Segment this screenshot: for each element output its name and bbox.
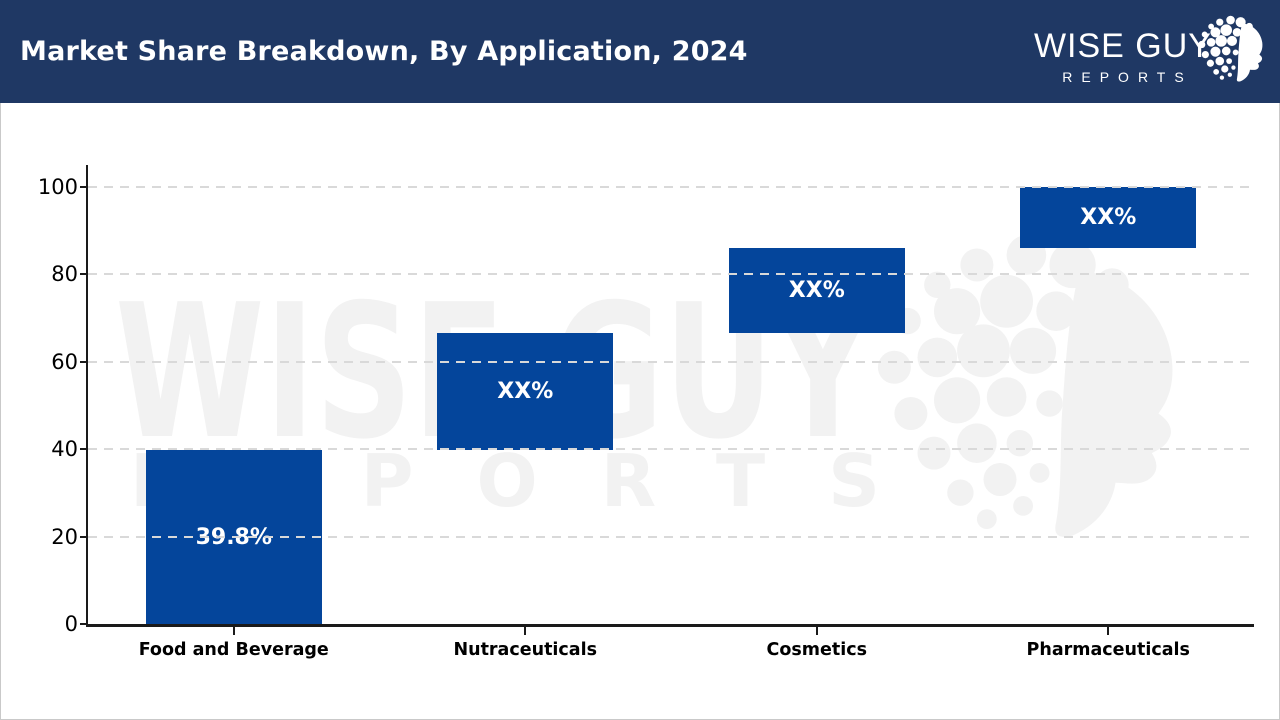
gridline-80 <box>88 273 1254 276</box>
y-tick-label-100: 100 <box>37 175 78 199</box>
y-tick-label-60: 60 <box>51 349 78 374</box>
x-category-label: Food and Beverage <box>138 640 329 660</box>
x-category-label: Cosmetics <box>766 640 868 660</box>
bar-value-label: XX% <box>1080 205 1137 231</box>
x-category-label: Nutraceuticals <box>453 640 598 660</box>
header: Market Share Breakdown, By Application, … <box>0 0 1280 103</box>
wiseguy-logo-tagline: REPORTS <box>1062 69 1193 85</box>
y-tick-0 <box>80 623 88 625</box>
page-title: Market Share Breakdown, By Application, … <box>20 36 748 67</box>
y-tick-20 <box>80 535 88 538</box>
y-tick-60 <box>80 360 88 363</box>
y-tick-label-80: 80 <box>51 262 78 287</box>
bar-nutraceuticals: XX% <box>437 333 614 451</box>
y-tick-label-40: 40 <box>51 437 78 462</box>
x-axis-spine <box>86 624 1254 627</box>
wiseguy-head-icon <box>1198 15 1263 82</box>
wiseguy-logo-name: WISE GUY <box>1033 27 1212 65</box>
gridline-20 <box>88 535 1254 538</box>
gridline-60 <box>88 360 1254 363</box>
gridline-100 <box>88 186 1254 188</box>
bar-value-label: XX% <box>497 379 554 405</box>
gridline-40 <box>88 448 1254 451</box>
bar-value-label: XX% <box>788 278 845 304</box>
x-category-label: Pharmaceuticals <box>1026 640 1190 660</box>
wiseguy-logo: WISE GUY REPORTS <box>1034 6 1268 96</box>
wiseguy-logo-text: WISE GUY REPORTS <box>1034 27 1212 85</box>
y-tick-label-20: 20 <box>51 524 78 549</box>
x-tick-3 <box>1107 627 1110 635</box>
x-tick-1 <box>524 627 527 635</box>
y-axis-spine <box>86 165 88 626</box>
y-tick-80 <box>80 273 88 276</box>
x-tick-0 <box>232 627 235 635</box>
y-tick-100 <box>80 186 88 188</box>
x-tick-2 <box>815 627 818 635</box>
bar-cosmetics: XX% <box>728 248 905 334</box>
bar-pharmaceuticals: XX% <box>1020 187 1197 249</box>
y-tick-40 <box>80 448 88 451</box>
y-tick-label-0: 0 <box>64 612 78 636</box>
